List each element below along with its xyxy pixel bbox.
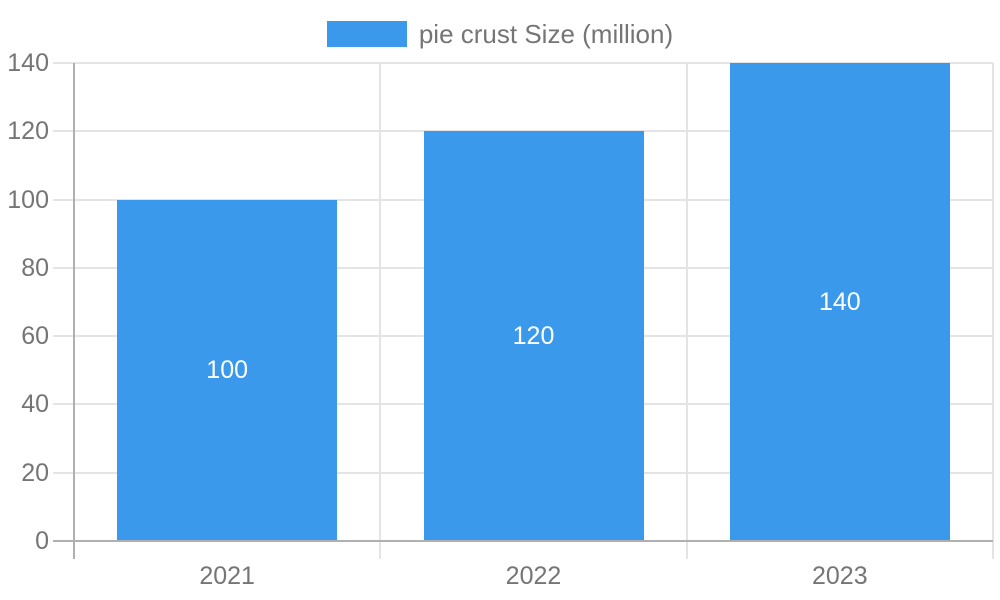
plot-area: 100 120 140 <box>53 62 994 559</box>
bar[interactable] <box>423 131 644 541</box>
x-tick-label: 2021 <box>199 562 255 590</box>
y-axis-line <box>73 63 75 559</box>
y-tick-label: 60 <box>21 322 49 351</box>
y-tick-label: 100 <box>7 185 49 214</box>
bar[interactable] <box>117 199 338 541</box>
legend-item[interactable]: pie crust Size (million) <box>0 19 1000 49</box>
x-gridline <box>685 63 688 559</box>
y-tick-label: 140 <box>7 49 49 77</box>
x-tick-label: 2022 <box>505 562 562 590</box>
y-tick-label: 120 <box>7 117 49 146</box>
y-gridline <box>53 130 993 133</box>
x-tick-label: 2023 <box>812 562 868 590</box>
y-tick-label: 20 <box>21 458 49 487</box>
y-tick-label: 40 <box>21 390 49 419</box>
x-axis-line <box>53 540 993 542</box>
bar[interactable] <box>729 63 950 541</box>
legend-label: pie crust Size (million) <box>418 19 674 49</box>
x-gridline <box>379 63 382 559</box>
x-gridline <box>992 63 994 559</box>
legend-swatch <box>326 21 407 47</box>
y-gridline <box>53 62 993 64</box>
y-tick-label: 0 <box>35 527 49 555</box>
y-tick-label: 80 <box>21 253 49 282</box>
